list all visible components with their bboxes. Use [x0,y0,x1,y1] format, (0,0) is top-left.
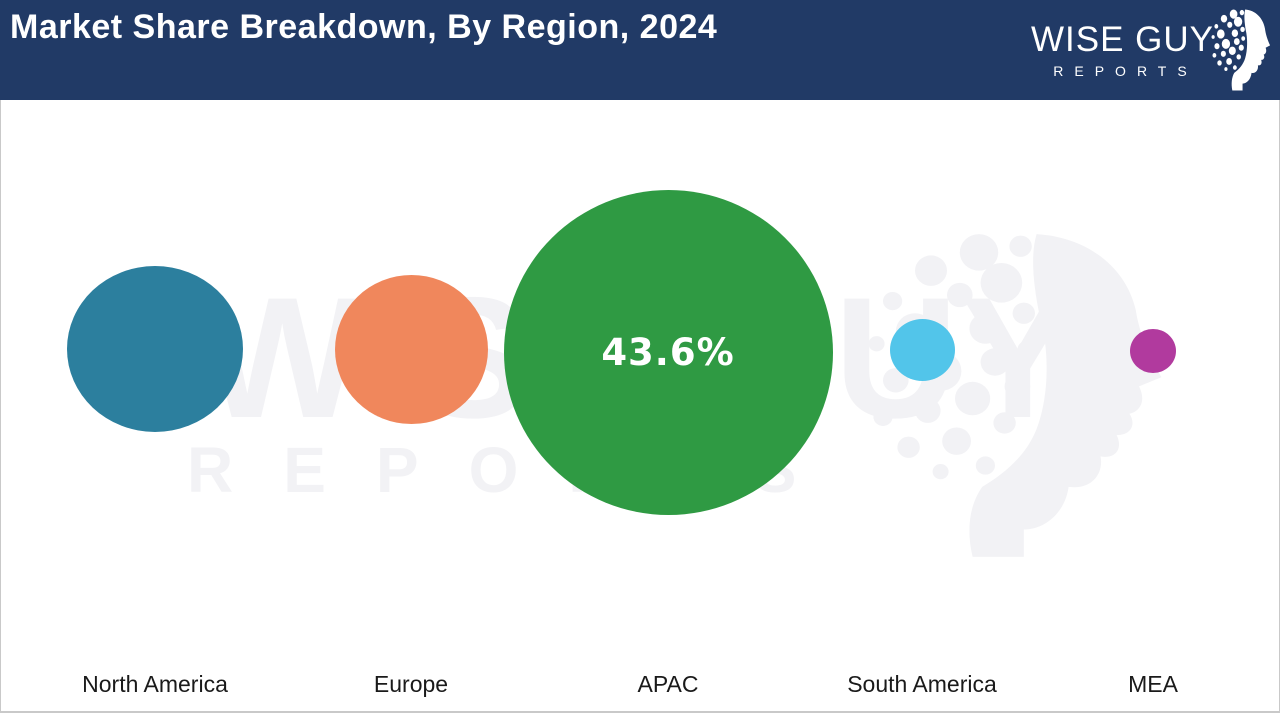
bubble-value-label-apac: 43.6% [601,330,735,374]
bubble-apac: 43.6% [503,189,833,515]
chart-title: Market Share Breakdown, By Region, 2024 [10,8,718,46]
category-label-layer: North America Europe APAC South America MEA [1,100,1279,711]
category-label-europe: Europe [373,671,449,697]
logo-wordmark-line1: WISE GUY [1030,19,1214,59]
category-label-mea: MEA [1128,671,1178,697]
logo-wordmark: WISE GUY REPORTS [1031,22,1214,79]
category-label-south-america: South America [847,671,997,697]
category-label-apac: APAC [637,671,699,697]
header-bar: Market Share Breakdown, By Region, 2024 … [0,0,1280,100]
bubble-north-america [67,266,243,432]
wiseguy-logo: WISE GUY REPORTS [1031,0,1272,100]
logo-wordmark-line2: REPORTS [1053,62,1198,79]
category-label-north-america: North America [82,671,228,697]
wiseguy-head-icon [1208,8,1272,92]
bubble-europe [334,274,488,424]
chart-area: WISE GUY REPORTS 43.6% North AmericaEuro… [0,100,1280,713]
